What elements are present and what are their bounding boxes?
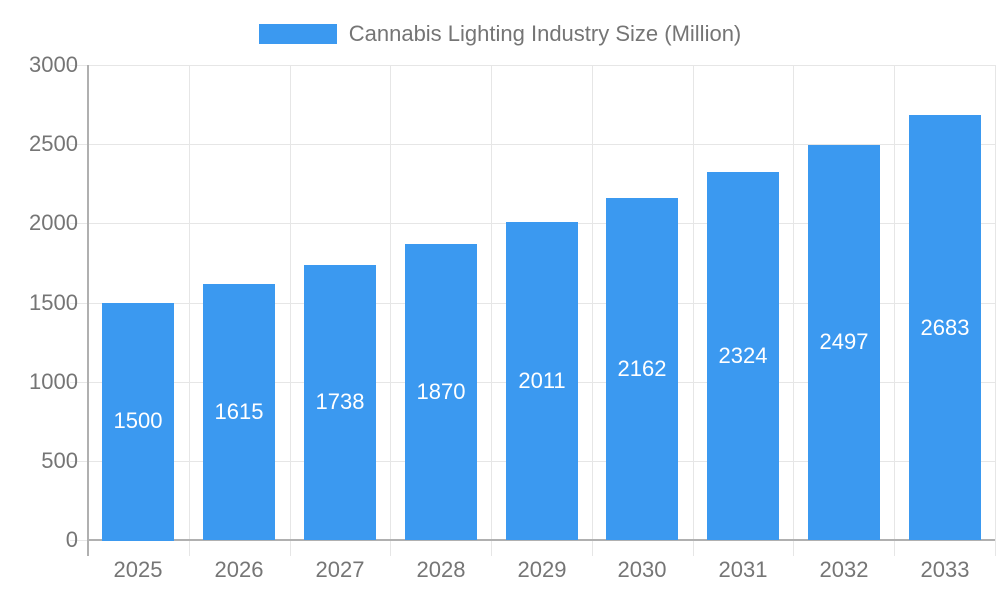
x-axis-tick xyxy=(390,540,391,556)
legend-label: Cannabis Lighting Industry Size (Million… xyxy=(348,21,742,46)
legend-item[interactable]: Cannabis Lighting Industry Size (Million… xyxy=(0,20,1000,48)
gridline-vertical xyxy=(693,65,694,540)
x-tick-label: 2032 xyxy=(819,557,869,582)
bar[interactable] xyxy=(304,265,376,540)
gridline-horizontal xyxy=(88,65,995,66)
x-tick-label: 2028 xyxy=(416,557,466,582)
x-axis-tick xyxy=(693,540,694,556)
x-tick-label: 2026 xyxy=(214,557,264,582)
gridline-vertical xyxy=(390,65,391,540)
x-axis-line xyxy=(88,539,995,541)
y-axis-tick xyxy=(70,223,88,224)
x-tick-label: 2025 xyxy=(113,557,163,582)
y-tick-label: 2500 xyxy=(29,131,78,156)
y-tick-label: 2000 xyxy=(29,210,78,235)
x-axis-tick xyxy=(793,540,794,556)
gridline-vertical xyxy=(592,65,593,540)
y-axis-tick xyxy=(70,65,88,66)
gridline-vertical xyxy=(491,65,492,540)
y-tick-label: 0 xyxy=(65,527,78,552)
x-axis-tick xyxy=(894,540,895,556)
y-tick-label: 3000 xyxy=(29,52,78,77)
bar[interactable] xyxy=(606,198,678,540)
y-axis-tick xyxy=(70,303,88,304)
x-axis-tick xyxy=(592,540,593,556)
x-tick-label: 2031 xyxy=(718,557,768,582)
x-tick-label: 2030 xyxy=(617,557,667,582)
bar[interactable] xyxy=(909,115,981,540)
gridline-vertical xyxy=(793,65,794,540)
gridline-vertical xyxy=(290,65,291,540)
y-tick-label: 1500 xyxy=(29,290,78,315)
x-axis-tick xyxy=(995,540,996,556)
bar[interactable] xyxy=(707,172,779,540)
y-tick-label: 500 xyxy=(41,448,78,473)
y-axis-line xyxy=(87,65,89,556)
y-axis-tick xyxy=(70,461,88,462)
x-tick-label: 2029 xyxy=(517,557,567,582)
bar[interactable] xyxy=(405,244,477,540)
bar[interactable] xyxy=(203,284,275,540)
bar[interactable] xyxy=(102,303,174,541)
x-tick-label: 2033 xyxy=(920,557,970,582)
x-tick-label: 2027 xyxy=(315,557,365,582)
x-axis-tick xyxy=(189,540,190,556)
gridline-vertical xyxy=(995,65,996,540)
y-tick-label: 1000 xyxy=(29,369,78,394)
y-axis-tick xyxy=(70,540,88,541)
y-axis-tick xyxy=(70,144,88,145)
x-axis-tick xyxy=(491,540,492,556)
gridline-vertical xyxy=(894,65,895,540)
x-axis-tick xyxy=(290,540,291,556)
gridline-horizontal xyxy=(88,144,995,145)
bar[interactable] xyxy=(808,145,880,540)
y-axis-tick xyxy=(70,382,88,383)
gridline-vertical xyxy=(189,65,190,540)
legend-swatch-icon xyxy=(258,24,337,44)
bar[interactable] xyxy=(506,222,578,540)
